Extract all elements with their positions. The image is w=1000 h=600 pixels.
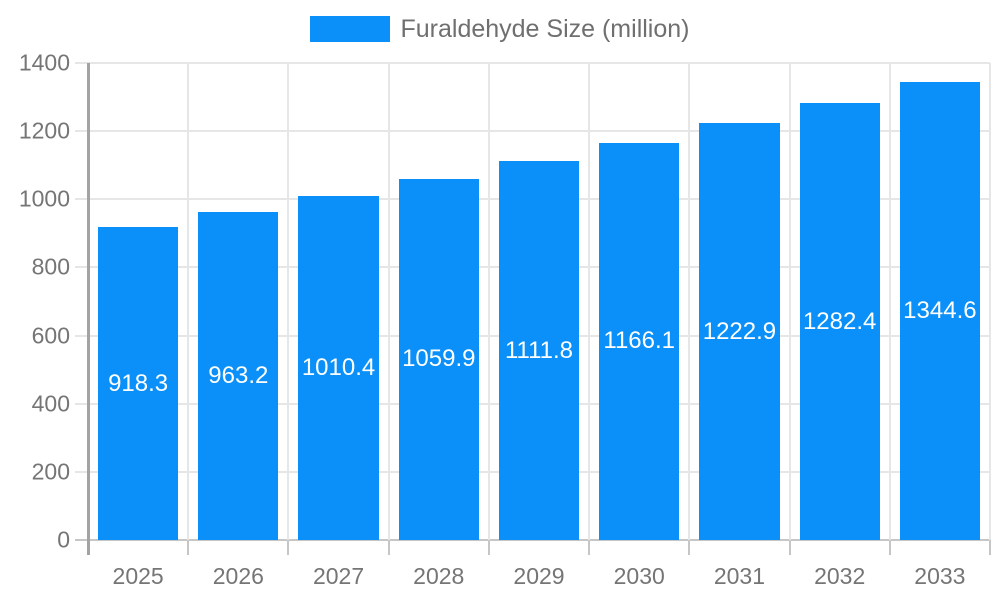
- y-tick-label: 1200: [18, 117, 70, 144]
- x-axis-tick: [788, 540, 791, 555]
- gridline-horizontal: [75, 62, 990, 64]
- x-tick-label: 2025: [112, 563, 164, 589]
- gridline-horizontal: [75, 130, 990, 133]
- gridline-vertical: [788, 63, 791, 540]
- bar-value-label: 1344.6: [903, 296, 977, 324]
- bar-value-label: 918.3: [108, 369, 169, 397]
- bar-value-label: 1059.9: [402, 345, 476, 373]
- y-axis-line: [87, 63, 90, 555]
- bar: 963.2: [198, 211, 279, 540]
- y-axis-labels: 0 200 400 600 800 1000 1200 1400: [0, 50, 76, 553]
- x-tick-label: 2028: [413, 563, 465, 589]
- bar: 1111.8: [498, 161, 580, 540]
- x-axis-tick: [989, 540, 991, 555]
- legend-swatch: [310, 16, 391, 42]
- bar-value-label: 1222.9: [702, 317, 777, 345]
- bar: 1222.9: [699, 123, 780, 540]
- x-axis-tick: [387, 540, 390, 555]
- bar: 1282.4: [799, 103, 880, 540]
- y-tick-label: 0: [57, 526, 70, 553]
- y-tick-label: 1000: [18, 185, 70, 212]
- bar: 1010.4: [298, 195, 379, 540]
- x-tick-label: 2027: [312, 563, 365, 589]
- x-axis-tick: [487, 540, 490, 555]
- x-axis-tick: [888, 540, 891, 555]
- gridline-vertical: [187, 63, 190, 540]
- bar-value-label: 1282.4: [802, 307, 877, 335]
- bar-value-label: 1010.4: [301, 353, 376, 381]
- x-axis-tick: [588, 540, 591, 555]
- y-tick-label: 600: [31, 322, 70, 349]
- gridline-vertical: [588, 63, 591, 540]
- plot-area: 918.3 963.2 1010.4 1059.9 1111.8 1166.1 1222.9…: [75, 62, 991, 555]
- x-tick-label: 2033: [914, 563, 966, 589]
- x-axis-baseline: [75, 539, 990, 541]
- x-axis-labels: 2025 2026 2027 2028 2029 2030 2031 2032 2033: [88, 555, 990, 595]
- gridline-vertical: [888, 63, 891, 540]
- gridline-vertical: [487, 63, 490, 540]
- y-tick-label: 1400: [18, 49, 70, 76]
- bar: 918.3: [98, 227, 179, 540]
- legend-label: Furaldehyde Size (million): [400, 15, 690, 43]
- x-axis-tick: [187, 540, 190, 555]
- x-tick-label: 2026: [212, 563, 264, 589]
- x-tick-label: 2031: [713, 563, 766, 589]
- x-axis-tick: [688, 540, 691, 555]
- gridline-vertical: [989, 63, 991, 540]
- gridline-vertical: [287, 63, 290, 540]
- gridline-vertical: [387, 63, 390, 540]
- gridline-vertical: [688, 63, 691, 540]
- y-tick-label: 800: [31, 253, 70, 280]
- bar-value-label: 963.2: [208, 361, 269, 389]
- x-axis-tick: [287, 540, 290, 555]
- legend[interactable]: Furaldehyde Size (million): [0, 14, 1000, 44]
- bar: 1344.6: [899, 81, 980, 540]
- y-tick-label: 200: [31, 458, 70, 485]
- x-tick-label: 2029: [513, 563, 565, 589]
- bar: 1166.1: [599, 142, 680, 540]
- x-tick-label: 2032: [814, 563, 866, 589]
- bar: 1059.9: [398, 178, 479, 540]
- bar-value-label: 1111.8: [504, 336, 574, 364]
- bar-value-label: 1166.1: [603, 327, 676, 355]
- y-tick-label: 400: [31, 390, 70, 417]
- x-tick-label: 2030: [613, 563, 665, 589]
